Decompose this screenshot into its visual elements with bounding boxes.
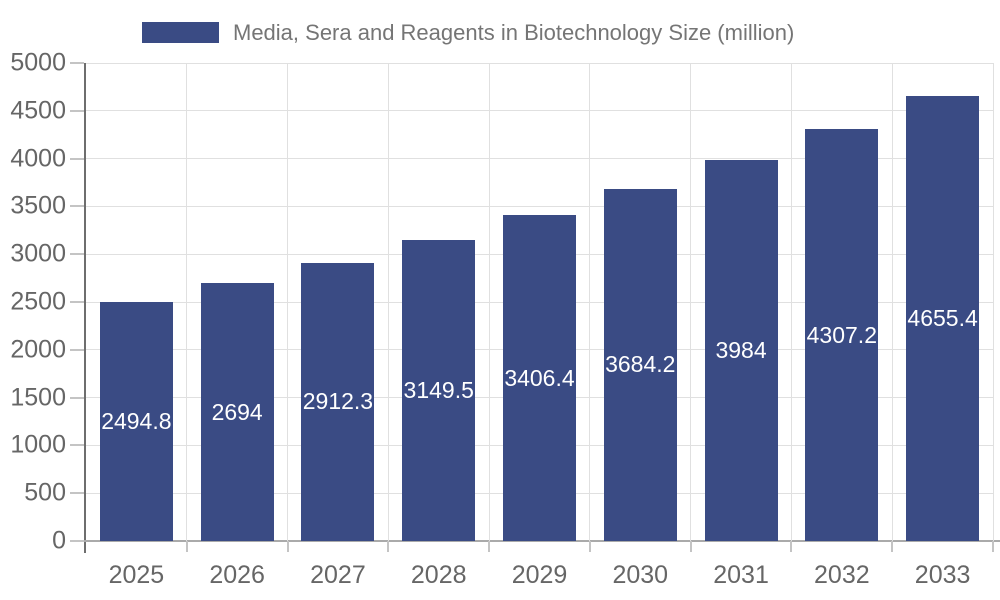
y-axis-tick — [70, 62, 84, 64]
y-axis-tick — [70, 253, 84, 256]
x-axis-tick-label: 2031 — [713, 561, 769, 589]
y-axis-tick — [70, 444, 84, 447]
y-axis-tick — [70, 348, 84, 351]
y-axis-tick — [70, 301, 84, 303]
x-axis-tick-label: 2030 — [612, 561, 669, 589]
v-gridline — [287, 63, 289, 541]
bar-value-label: 3149.5 — [403, 376, 474, 403]
bar-2031: 3984 — [704, 160, 778, 541]
y-axis-line — [84, 63, 86, 553]
x-axis-line — [84, 540, 1000, 542]
v-gridline — [186, 63, 188, 541]
legend-label[interactable]: Media, Sera and Reagents in Biotechnolog… — [233, 20, 795, 45]
bar-value-label: 3684.2 — [605, 351, 676, 378]
x-axis-tick — [790, 541, 793, 552]
bar-2030: 3684.2 — [603, 188, 677, 541]
x-axis-tick — [286, 541, 289, 552]
v-gridline — [387, 63, 389, 541]
x-axis-tick-label: 2033 — [914, 561, 971, 589]
y-axis-tick — [70, 492, 84, 495]
x-axis-tick — [488, 541, 491, 552]
bar-value-label: 3984 — [715, 337, 767, 364]
v-gridline — [690, 63, 692, 541]
x-axis-tick-label: 2032 — [814, 561, 870, 589]
y-axis-tick — [70, 540, 84, 542]
y-axis-tick-label: 2500 — [10, 287, 66, 316]
legend-swatch[interactable] — [142, 22, 219, 43]
bar-2026: 2694 — [200, 283, 274, 541]
bar-2033: 4655.4 — [906, 95, 980, 541]
y-axis-tick — [70, 109, 84, 112]
x-axis-tick-label: 2027 — [310, 561, 366, 589]
y-axis-tick-label: 0 — [52, 526, 66, 555]
bar-value-label: 4655.4 — [907, 304, 978, 331]
y-axis-tick — [70, 205, 84, 208]
bar-value-label: 2494.8 — [101, 408, 172, 435]
bar-2027: 2912.3 — [301, 262, 375, 541]
bar-value-label: 3406.4 — [504, 364, 575, 391]
x-axis-tick — [689, 541, 692, 552]
y-axis-tick-label: 3500 — [10, 191, 66, 220]
x-axis-tick-label: 2025 — [108, 561, 165, 589]
h-gridline — [86, 110, 993, 112]
bar-2025: 2494.8 — [99, 302, 173, 541]
x-axis-tick — [185, 541, 188, 552]
bar-2028: 3149.5 — [402, 239, 476, 541]
y-axis-tick-label: 1500 — [10, 383, 66, 412]
bar-2032: 4307.2 — [805, 129, 879, 541]
x-axis-tick-label: 2028 — [410, 561, 467, 589]
h-gridline — [86, 205, 993, 207]
x-axis-tick — [588, 541, 591, 552]
y-axis-tick-label: 2000 — [10, 335, 66, 364]
y-axis-tick-label: 500 — [24, 478, 66, 507]
y-axis-tick-label: 5000 — [10, 48, 66, 77]
y-axis-tick-label: 1000 — [10, 430, 66, 459]
x-axis-tick-label: 2029 — [511, 561, 568, 589]
x-axis-tick — [387, 541, 390, 552]
v-gridline — [891, 63, 893, 541]
y-axis-tick-label: 4500 — [10, 96, 66, 125]
bar-value-label: 4307.2 — [806, 321, 877, 348]
y-axis-tick — [70, 396, 84, 399]
bar-2029: 3406.4 — [503, 215, 576, 541]
h-gridline — [86, 62, 993, 64]
x-axis-tick-label: 2026 — [209, 561, 265, 589]
h-gridline — [86, 158, 993, 160]
bar-value-label: 2694 — [211, 398, 263, 425]
y-axis-tick-label: 4000 — [10, 144, 66, 173]
x-axis-tick — [992, 541, 994, 552]
v-gridline — [488, 63, 490, 541]
x-axis-tick — [891, 541, 894, 552]
v-gridline — [992, 63, 994, 541]
v-gridline — [589, 63, 591, 541]
y-axis-tick — [70, 157, 84, 160]
y-axis-tick-label: 3000 — [10, 239, 66, 268]
bar-value-label: 2912.3 — [302, 388, 374, 415]
v-gridline — [790, 63, 792, 541]
